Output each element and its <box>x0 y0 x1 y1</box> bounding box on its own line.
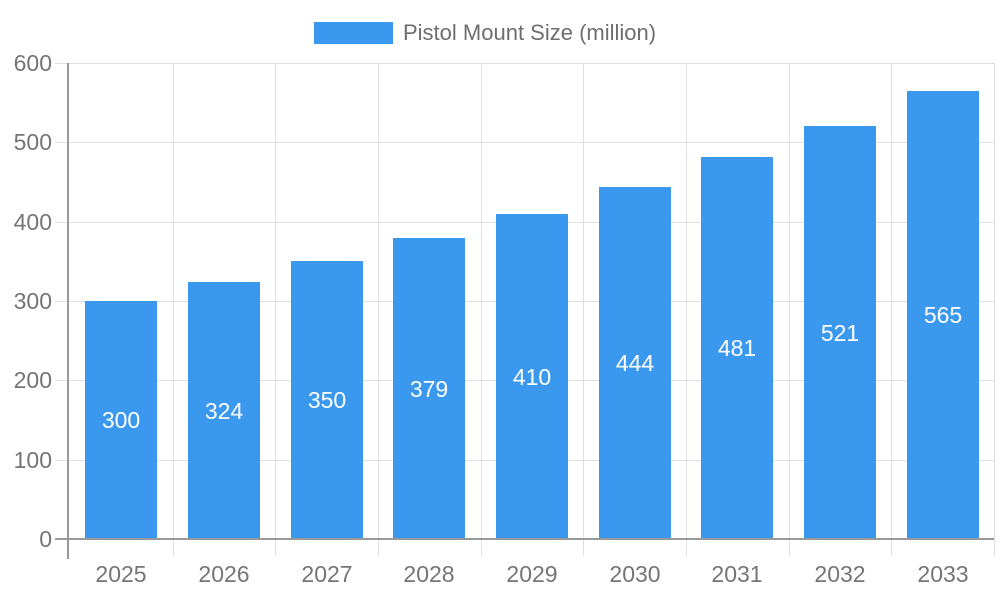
y-axis-label: 200 <box>13 367 52 393</box>
bar-2030[interactable]: 444 <box>599 187 671 539</box>
gridline-horizontal <box>55 142 994 143</box>
bar-value-label: 300 <box>101 407 141 433</box>
bar-2033[interactable]: 565 <box>907 91 979 539</box>
gridline-vertical <box>583 63 584 556</box>
bar-2027[interactable]: 350 <box>291 261 363 539</box>
bar-2029[interactable]: 410 <box>496 214 568 539</box>
bar-value-label: 521 <box>820 319 860 346</box>
x-axis-label: 2026 <box>198 561 250 587</box>
x-axis-label: 2030 <box>609 561 661 587</box>
bar-2032[interactable]: 521 <box>804 126 876 539</box>
bar-2025[interactable]: 300 <box>85 301 157 539</box>
bar-2031[interactable]: 481 <box>701 157 773 539</box>
y-axis-label: 400 <box>13 209 52 235</box>
gridline-vertical <box>378 63 379 556</box>
x-axis-label: 2033 <box>917 561 969 587</box>
y-axis-line <box>67 63 69 559</box>
gridline-vertical <box>686 63 687 556</box>
y-axis-label: 300 <box>13 288 52 314</box>
y-axis-label: 500 <box>13 129 52 155</box>
x-axis-label: 2031 <box>711 561 763 587</box>
x-axis-label: 2028 <box>403 561 455 587</box>
bar-value-label: 444 <box>615 350 655 376</box>
gridline-vertical <box>275 63 276 556</box>
y-axis-label: 0 <box>39 526 52 552</box>
legend-item[interactable]: Pistol Mount Size (million) <box>314 22 656 44</box>
x-axis-label: 2032 <box>814 561 866 587</box>
gridline-vertical <box>994 63 995 556</box>
gridline-horizontal <box>55 63 994 64</box>
gridline-vertical <box>891 63 892 556</box>
bar-value-label: 379 <box>409 375 449 402</box>
bar-value-label: 410 <box>512 363 552 390</box>
gridline-vertical <box>173 63 174 556</box>
bar-value-label: 565 <box>923 302 963 328</box>
x-axis-label: 2027 <box>301 561 353 587</box>
legend-swatch-icon <box>314 22 393 44</box>
gridline-vertical <box>481 63 482 556</box>
bar-value-label: 481 <box>717 335 757 361</box>
bar-2028[interactable]: 379 <box>393 238 465 539</box>
x-axis-label: 2025 <box>95 561 147 587</box>
bar-value-label: 350 <box>307 387 347 413</box>
y-axis-label: 600 <box>13 50 52 76</box>
y-axis-label: 100 <box>13 447 52 473</box>
gridline-vertical <box>789 63 790 556</box>
x-axis-line <box>55 538 994 540</box>
legend-label: Pistol Mount Size (million) <box>403 20 657 45</box>
x-axis-label: 2029 <box>506 561 558 587</box>
bar-value-label: 324 <box>204 397 244 424</box>
bar-2026[interactable]: 324 <box>188 282 260 539</box>
